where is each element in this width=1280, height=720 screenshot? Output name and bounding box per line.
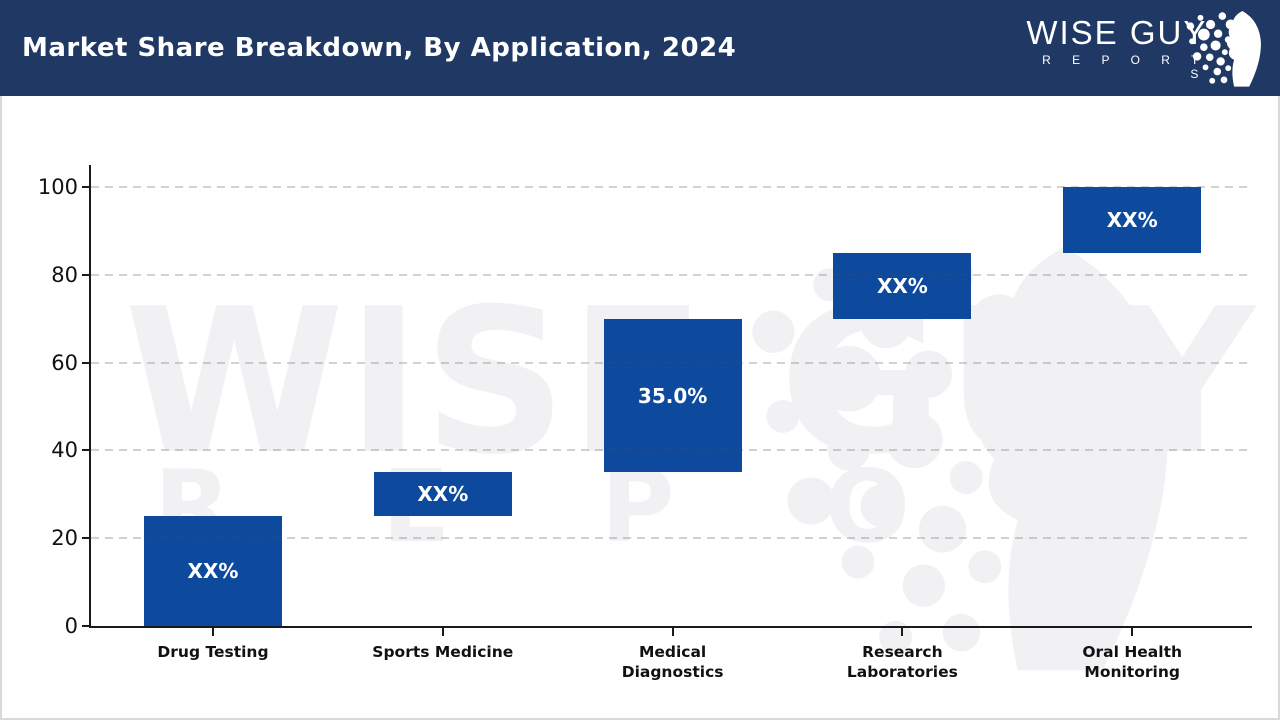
page-title: Market Share Breakdown, By Application, … — [22, 33, 737, 63]
bar-oral-health-monitoring — [1063, 187, 1202, 253]
gridline-60 — [91, 361, 1252, 364]
x-category-label-research-laboratories: Research Laboratories — [846, 643, 958, 681]
bar-value-label: XX% — [187, 559, 239, 584]
y-tick-label: 0 — [64, 614, 78, 638]
chart-area: WISE GUY R E P O R T S XX%XX%35.0%XX%XX%… — [0, 96, 1280, 720]
bar-drug-testing — [144, 516, 282, 626]
x-category-label-sports-medicine: Sports Medicine — [372, 643, 514, 661]
x-category-label-medical-diagnostics: Medical Diagnostics — [621, 643, 724, 681]
logo-subtitle: R E P O R T S — [1042, 53, 1208, 81]
header-bar: Market Share Breakdown, By Application, … — [0, 0, 1280, 96]
y-tick-label: 60 — [51, 350, 78, 375]
x-tick-mark — [671, 628, 674, 636]
logo-text: WISE GUY R E P O R T S — [1016, 14, 1208, 82]
y-tick-label: 20 — [51, 526, 78, 551]
bar-medical-diagnostics — [603, 318, 742, 473]
y-axis-line — [89, 165, 91, 628]
bar-sports-medicine — [373, 472, 512, 517]
x-axis-line — [89, 626, 1252, 628]
y-tick-mark — [82, 537, 89, 540]
gridline-100 — [91, 186, 1252, 188]
bar-value-label: XX% — [417, 482, 469, 507]
x-tick-mark — [901, 628, 904, 636]
bar-value-label: XX% — [876, 273, 928, 298]
plot-region: XX% XX% 35.0% XX% XX% 0 20 40 60 80 100 Drug Testin… — [2, 96, 1278, 718]
x-category-label-drug-testing: Drug Testing — [157, 643, 269, 661]
gridline-20 — [91, 537, 1252, 540]
x-tick-mark — [1131, 628, 1134, 636]
y-tick-mark — [82, 361, 89, 364]
logo-wordmark: WISE GUY — [1026, 14, 1208, 51]
x-category-label-oral-health-monitoring: Oral Health Monitoring — [1082, 643, 1183, 681]
bar-value-label: XX% — [1106, 207, 1158, 232]
y-tick-mark — [82, 625, 89, 627]
x-tick-mark — [441, 628, 444, 636]
y-tick-mark — [82, 186, 89, 188]
y-tick-label: 100 — [37, 175, 78, 199]
x-tick-mark — [212, 628, 214, 636]
gridline-40 — [91, 449, 1252, 452]
bar-value-label: 35.0% — [637, 383, 708, 408]
y-tick-label: 80 — [51, 262, 78, 287]
bar-research-laboratories — [833, 252, 972, 319]
gridline-80 — [91, 273, 1252, 276]
wiseguy-logo: WISE GUY R E P O R T S — [1016, 8, 1266, 88]
y-tick-label: 40 — [51, 438, 78, 463]
y-tick-mark — [82, 449, 89, 452]
logo-face-dots-icon — [1186, 11, 1262, 87]
y-tick-mark — [82, 273, 89, 276]
